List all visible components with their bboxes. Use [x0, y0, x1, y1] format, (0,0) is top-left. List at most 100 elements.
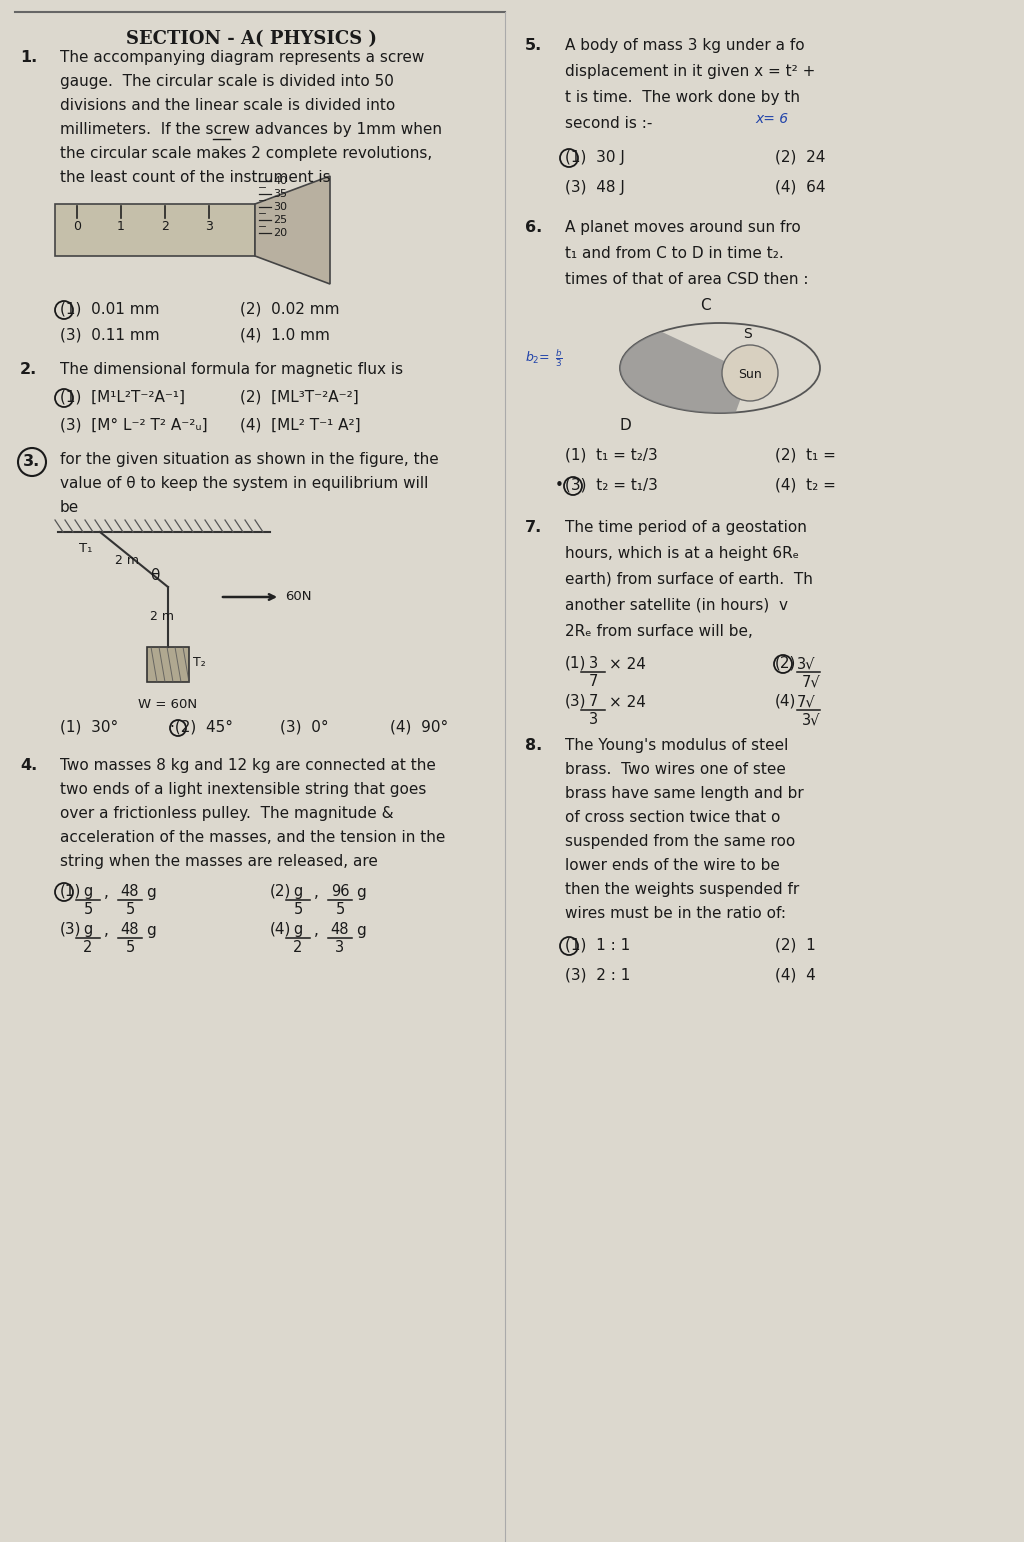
Text: for the given situation as shown in the figure, the: for the given situation as shown in the … [60, 452, 438, 467]
Text: 2: 2 [83, 941, 93, 954]
Text: ,: , [104, 924, 109, 938]
Text: (4)  t₂ =: (4) t₂ = [775, 478, 836, 493]
Text: ,: , [314, 924, 318, 938]
Text: ·(2)  45°: ·(2) 45° [170, 720, 233, 736]
Text: A body of mass 3 kg under a fo: A body of mass 3 kg under a fo [565, 39, 805, 52]
Text: D: D [620, 418, 631, 432]
Text: g: g [356, 924, 366, 938]
Text: times of that of area CSD then :: times of that of area CSD then : [565, 271, 809, 287]
Text: 40: 40 [273, 176, 287, 187]
Text: g: g [293, 922, 303, 938]
Text: displacement in it given x = t² +: displacement in it given x = t² + [565, 65, 815, 79]
Text: second is :-: second is :- [565, 116, 652, 131]
Text: (2)  t₁ =: (2) t₁ = [775, 449, 836, 463]
Text: × 24: × 24 [609, 695, 646, 709]
Text: 48: 48 [331, 922, 349, 938]
Text: brass have same length and br: brass have same length and br [565, 786, 804, 800]
Text: (3)  48 J: (3) 48 J [565, 180, 625, 194]
Text: 2Rₑ from surface will be,: 2Rₑ from surface will be, [565, 625, 753, 638]
Text: g: g [83, 922, 92, 938]
Text: The Young's modulus of steel: The Young's modulus of steel [565, 739, 788, 752]
Text: 8.: 8. [525, 739, 543, 752]
Text: g: g [293, 884, 303, 899]
Text: (3)  t₂ = t₁/3: (3) t₂ = t₁/3 [565, 478, 657, 493]
Text: (1)  30°: (1) 30° [60, 720, 118, 736]
Text: earth) from surface of earth.  Th: earth) from surface of earth. Th [565, 572, 813, 588]
Text: 5: 5 [83, 902, 92, 917]
Text: 2: 2 [161, 221, 169, 233]
Text: 5: 5 [336, 902, 345, 917]
Text: (4)  64: (4) 64 [775, 180, 825, 194]
Text: C: C [699, 298, 711, 313]
Text: 20: 20 [273, 228, 287, 237]
Text: (2): (2) [270, 884, 292, 899]
Text: 7.: 7. [525, 520, 543, 535]
Text: 2.: 2. [20, 362, 37, 376]
Text: divisions and the linear scale is divided into: divisions and the linear scale is divide… [60, 99, 395, 113]
Text: W = 60N: W = 60N [138, 699, 198, 711]
Text: 5: 5 [293, 902, 303, 917]
Text: 5: 5 [125, 902, 134, 917]
Text: •: • [555, 478, 564, 493]
Text: (3)  [M° L⁻² T² A⁻²ᵤ]: (3) [M° L⁻² T² A⁻²ᵤ] [60, 416, 208, 432]
Text: 60N: 60N [285, 591, 311, 603]
Text: 5.: 5. [525, 39, 543, 52]
Text: hours, which is at a height 6Rₑ: hours, which is at a height 6Rₑ [565, 546, 799, 561]
Text: another satellite (in hours)  v: another satellite (in hours) v [565, 598, 788, 614]
Text: A planet moves around sun fro: A planet moves around sun fro [565, 221, 801, 234]
Text: 6.: 6. [525, 221, 543, 234]
Text: (4): (4) [270, 922, 292, 938]
Text: 48: 48 [121, 884, 139, 899]
Text: 7√: 7√ [797, 694, 816, 709]
Text: 0: 0 [73, 221, 81, 233]
Text: (2)  1: (2) 1 [775, 938, 816, 953]
Text: t₁ and from C to D in time t₂.: t₁ and from C to D in time t₂. [565, 247, 783, 261]
Text: S: S [743, 327, 753, 341]
Text: SECTION - A( PHYSICS ): SECTION - A( PHYSICS ) [127, 29, 378, 48]
Text: Two masses 8 kg and 12 kg are connected at the: Two masses 8 kg and 12 kg are connected … [60, 759, 436, 773]
Bar [147, 648, 189, 682]
Text: The dimensional formula for magnetic flux is: The dimensional formula for magnetic flu… [60, 362, 403, 376]
Text: 3: 3 [589, 655, 598, 671]
Text: (3): (3) [565, 694, 587, 709]
Text: θ: θ [150, 567, 160, 583]
Text: 3: 3 [205, 221, 213, 233]
Text: over a frictionless pulley.  The magnitude &: over a frictionless pulley. The magnitud… [60, 806, 393, 820]
Text: (3): (3) [60, 922, 82, 938]
Text: 3: 3 [589, 712, 598, 726]
Circle shape [722, 345, 778, 401]
Text: gauge.  The circular scale is divided into 50: gauge. The circular scale is divided int… [60, 74, 394, 89]
Text: (4)  [ML² T⁻¹ A²]: (4) [ML² T⁻¹ A²] [240, 416, 360, 432]
Text: (3)  0.11 mm: (3) 0.11 mm [60, 328, 160, 342]
Text: brass.  Two wires one of stee: brass. Two wires one of stee [565, 762, 785, 777]
Text: 30: 30 [273, 202, 287, 211]
Text: suspended from the same roo: suspended from the same roo [565, 834, 796, 850]
Text: 2 m: 2 m [150, 611, 174, 623]
Text: wires must be in the ratio of:: wires must be in the ratio of: [565, 907, 786, 921]
Text: 25: 25 [273, 214, 287, 225]
Text: millimeters.  If the screw advances by 1mm when: millimeters. If the screw advances by 1m… [60, 122, 442, 137]
Text: 2: 2 [293, 941, 303, 954]
Text: (4)  4: (4) 4 [775, 968, 816, 982]
Text: (4)  1.0 mm: (4) 1.0 mm [240, 328, 330, 342]
Text: g: g [356, 885, 366, 901]
Text: the least count of the instrument is: the least count of the instrument is [60, 170, 331, 185]
Text: (1)  1 : 1: (1) 1 : 1 [565, 938, 630, 953]
Text: x= 6: x= 6 [755, 113, 788, 126]
Text: 7: 7 [589, 674, 598, 689]
Text: (2)  0.02 mm: (2) 0.02 mm [240, 302, 340, 318]
Text: T₁: T₁ [79, 541, 92, 555]
Polygon shape [255, 176, 330, 284]
Text: 3√: 3√ [802, 712, 820, 726]
Text: (3)  2 : 1: (3) 2 : 1 [565, 968, 631, 982]
Text: 3.: 3. [24, 455, 41, 469]
Text: 1: 1 [117, 221, 125, 233]
Text: (2)  [ML³T⁻²A⁻²]: (2) [ML³T⁻²A⁻²] [240, 390, 358, 406]
Text: Sun: Sun [738, 369, 762, 381]
Text: $b_2$=: $b_2$= [525, 350, 550, 365]
Text: (2): (2) [775, 655, 797, 671]
Text: $\frac{b}{3}$: $\frac{b}{3}$ [555, 347, 562, 369]
Text: (1)  0.01 mm: (1) 0.01 mm [60, 302, 160, 318]
Text: 35: 35 [273, 190, 287, 199]
Text: lower ends of the wire to be: lower ends of the wire to be [565, 857, 780, 873]
